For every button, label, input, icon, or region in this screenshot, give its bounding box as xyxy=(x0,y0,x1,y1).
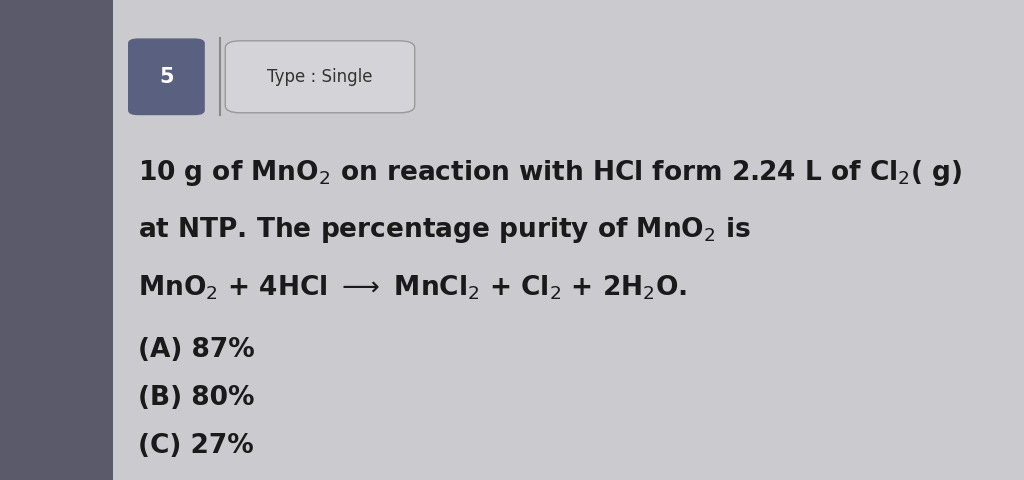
Text: Type : Single: Type : Single xyxy=(267,68,373,86)
Bar xyxy=(113,0,1024,480)
Bar xyxy=(0,0,113,480)
Text: 10 g of MnO$_2$ on reaction with HCl form 2.24 L of Cl$_2$( g): 10 g of MnO$_2$ on reaction with HCl for… xyxy=(138,158,963,188)
Text: 5: 5 xyxy=(159,67,174,87)
FancyBboxPatch shape xyxy=(128,38,205,115)
Text: at NTP. The percentage purity of MnO$_2$ is: at NTP. The percentage purity of MnO$_2$… xyxy=(138,216,751,245)
Text: MnO$_2$ + 4HCl $\longrightarrow$ MnCl$_2$ + Cl$_2$ + 2H$_2$O.: MnO$_2$ + 4HCl $\longrightarrow$ MnCl$_2… xyxy=(138,274,687,302)
FancyBboxPatch shape xyxy=(225,41,415,113)
Text: (C) 27%: (C) 27% xyxy=(138,433,254,459)
Text: (A) 87%: (A) 87% xyxy=(138,337,255,363)
Text: (B) 80%: (B) 80% xyxy=(138,385,255,411)
